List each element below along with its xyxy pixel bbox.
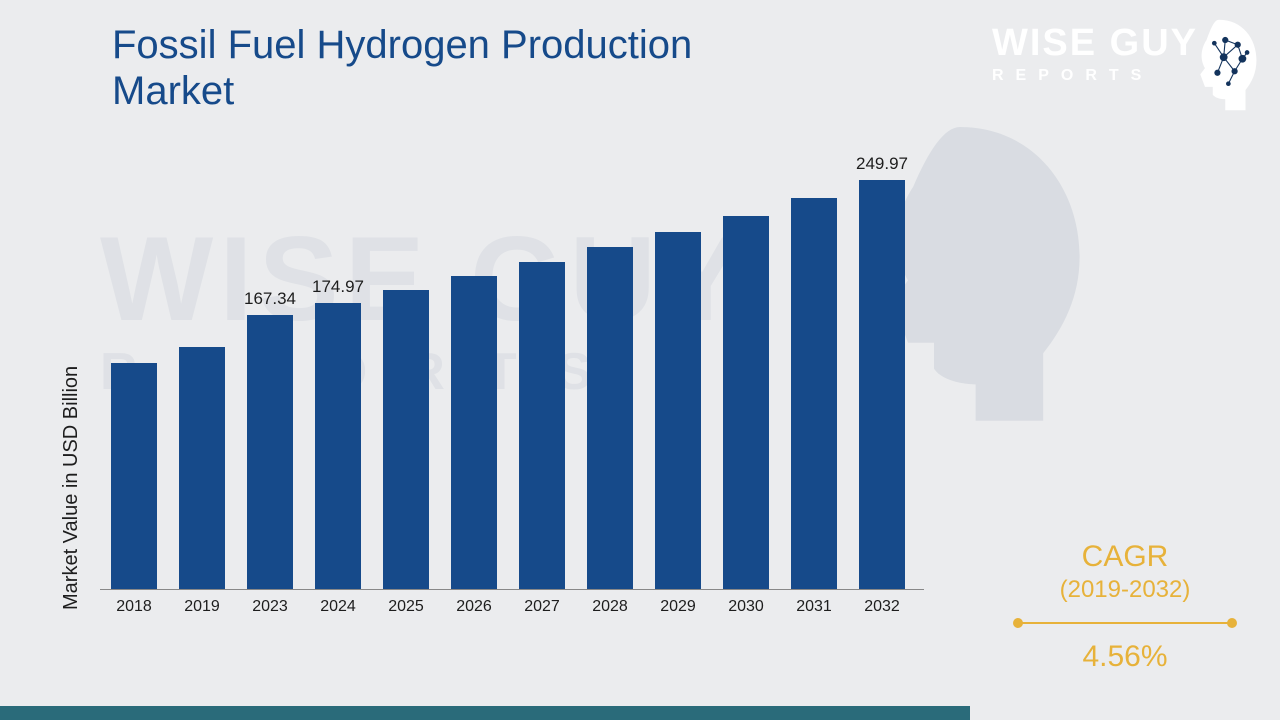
- x-tick-label: 2026: [456, 598, 492, 616]
- x-tick-label: 2027: [524, 598, 560, 616]
- bar-value-label: 174.97: [312, 277, 364, 297]
- chart-title: Fossil Fuel Hydrogen Production Market: [112, 22, 782, 114]
- bar-slot: [440, 139, 508, 589]
- bar-slot: 249.97: [848, 139, 916, 589]
- bottom-strip: [0, 706, 970, 720]
- bar: [315, 303, 361, 589]
- bar-slot: 167.34: [236, 139, 304, 589]
- plot-area: 167.34 174.97 249.97: [100, 140, 924, 590]
- bar-slot: [644, 139, 712, 589]
- cagr-label: CAGR: [1012, 540, 1238, 574]
- x-tick-label: 2031: [796, 598, 832, 616]
- infographic-canvas: WISE GUY REPORTS WISE GUY REPORTS: [0, 0, 1280, 720]
- brand-logo: WISE GUY REPORTS: [992, 22, 1252, 112]
- cagr-period: (2019-2032): [1012, 576, 1238, 604]
- cagr-block: CAGR (2019-2032) 4.56%: [1012, 540, 1238, 674]
- bar: [655, 232, 701, 589]
- bar-slot: [168, 139, 236, 589]
- x-tick-label: 2029: [660, 598, 696, 616]
- bar: [111, 363, 157, 589]
- x-tick-label: 2019: [184, 598, 220, 616]
- bar-slot: [576, 139, 644, 589]
- bar: [723, 216, 769, 589]
- bar-slot: [372, 139, 440, 589]
- bar: [247, 315, 293, 589]
- y-axis-label: Market Value in USD Billion: [60, 366, 83, 610]
- bar: [383, 290, 429, 589]
- x-tick-label: 2023: [252, 598, 288, 616]
- x-tick-label: 2032: [864, 598, 900, 616]
- x-tick-label: 2025: [388, 598, 424, 616]
- bar: [791, 198, 837, 589]
- x-tick-label: 2030: [728, 598, 764, 616]
- bar-slot: [508, 139, 576, 589]
- bar-slot: [100, 139, 168, 589]
- bar: [587, 247, 633, 589]
- cagr-value: 4.56%: [1012, 640, 1238, 674]
- bar-slot: 174.97: [304, 139, 372, 589]
- bars-container: 167.34 174.97 249.97: [100, 140, 924, 589]
- bar: [859, 180, 905, 589]
- bar-value-label: 167.34: [244, 289, 296, 309]
- x-tick-label: 2028: [592, 598, 628, 616]
- bar-slot: [780, 139, 848, 589]
- bar-chart: Market Value in USD Billion 167.34 174.97…: [54, 140, 924, 640]
- x-axis-labels: 2018 2019 2023 2024 2025 2026 2027 2028 2029 2030…: [100, 598, 924, 622]
- x-tick-label: 2024: [320, 598, 356, 616]
- x-tick-label: 2018: [116, 598, 152, 616]
- brand-head-icon: [1180, 18, 1258, 112]
- cagr-divider: [1018, 622, 1232, 624]
- bar: [451, 276, 497, 589]
- bar: [179, 347, 225, 589]
- bar-slot: [712, 139, 780, 589]
- bar-value-label: 249.97: [856, 154, 908, 174]
- bar: [519, 262, 565, 589]
